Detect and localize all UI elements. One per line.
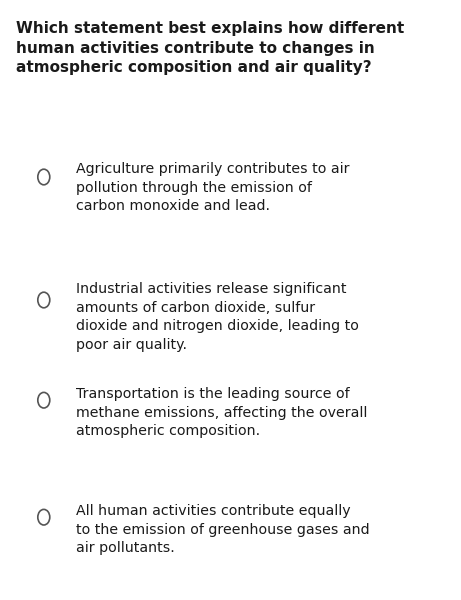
Text: Agriculture primarily contributes to air
pollution through the emission of
carbo: Agriculture primarily contributes to air… [76, 162, 349, 213]
Text: Industrial activities release significant
amounts of carbon dioxide, sulfur
diox: Industrial activities release significan… [76, 282, 359, 352]
Text: All human activities contribute equally
to the emission of greenhouse gases and
: All human activities contribute equally … [76, 504, 370, 555]
Text: Transportation is the leading source of
methane emissions, affecting the overall: Transportation is the leading source of … [76, 387, 367, 438]
Text: Which statement best explains how different
human activities contribute to chang: Which statement best explains how differ… [16, 21, 404, 75]
